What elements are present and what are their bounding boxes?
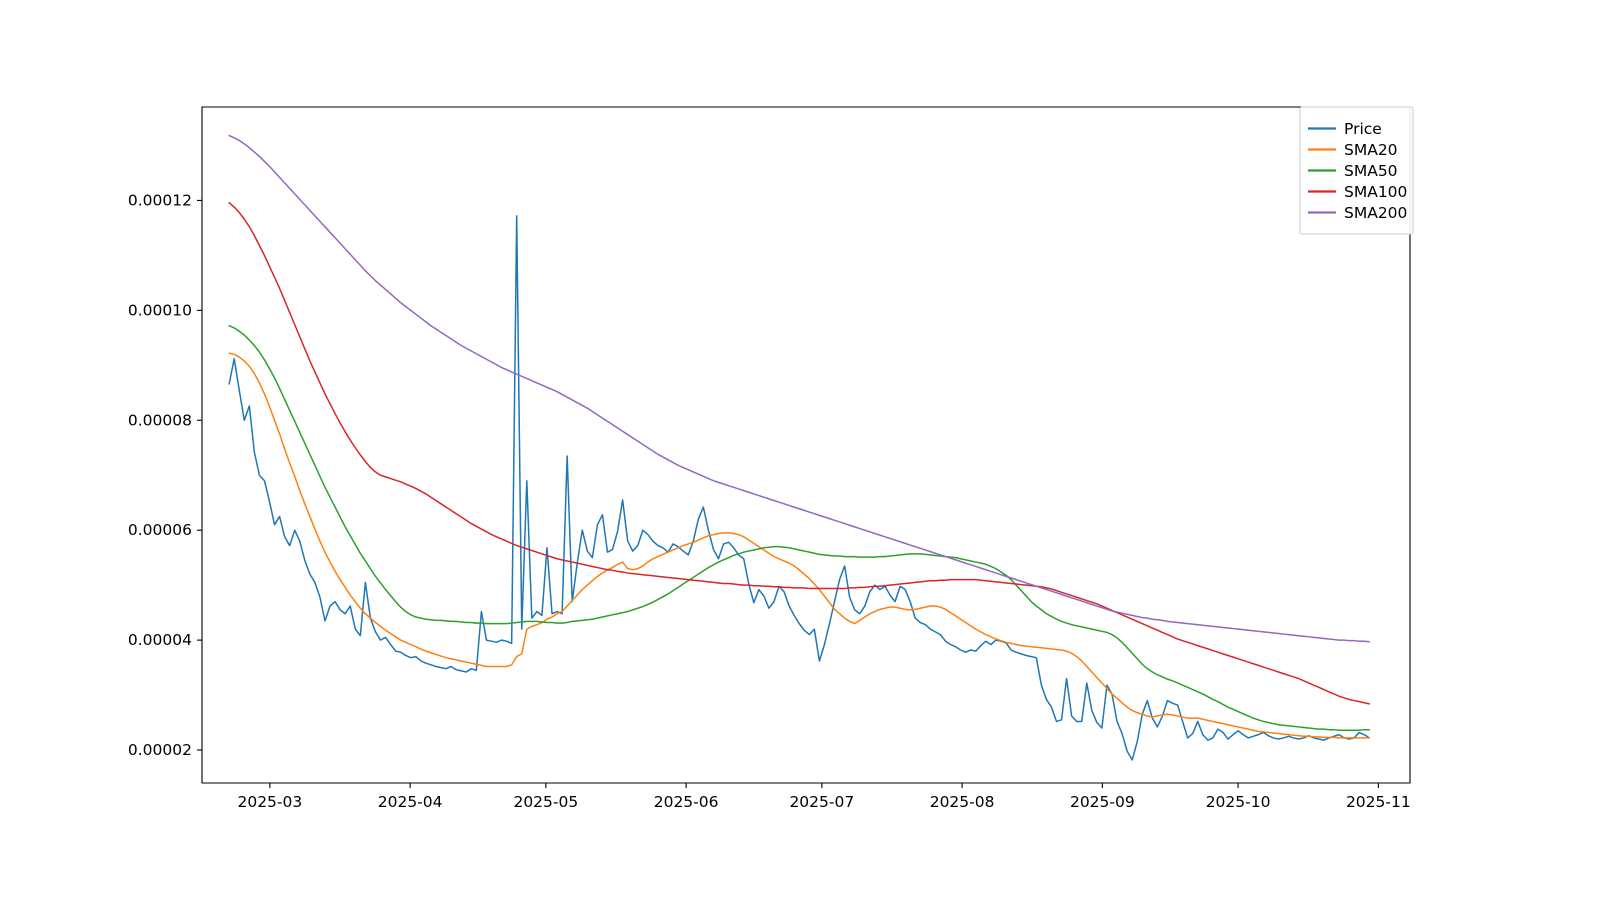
x-tick-label: 2025-10 (1206, 793, 1271, 811)
series-lines (228, 134, 1371, 761)
x-tick-label: 2025-05 (513, 793, 578, 811)
y-tick-label: 0.00002 (128, 741, 192, 759)
y-tick-label: 0.00010 (128, 301, 192, 319)
series-line-sma100 (228, 201, 1371, 705)
x-tick-label: 2025-08 (930, 793, 995, 811)
series-line-price (228, 215, 1371, 761)
legend-label-price: Price (1344, 120, 1382, 138)
y-tick-label: 0.00006 (128, 521, 192, 539)
y-tick-label: 0.00008 (128, 411, 192, 429)
legend-label-sma100: SMA100 (1344, 183, 1407, 201)
x-tick-label: 2025-06 (654, 793, 719, 811)
x-tick-label: 2025-09 (1070, 793, 1135, 811)
x-tick-label: 2025-04 (378, 793, 443, 811)
series-line-sma20 (228, 352, 1371, 739)
y-tick-label: 0.00004 (128, 631, 192, 649)
y-tick-label: 0.00012 (128, 191, 192, 209)
x-tick-label: 2025-11 (1346, 793, 1411, 811)
x-tick-label: 2025-03 (237, 793, 302, 811)
legend-label-sma50: SMA50 (1344, 162, 1398, 180)
legend-label-sma200: SMA200 (1344, 204, 1407, 222)
chart-legend[interactable]: Price SMA20 SMA50 SMA100 SMA200 (1299, 106, 1414, 235)
axes: 0.00002 0.00004 0.00006 0.00008 0.00010 0.000… (128, 106, 1411, 811)
series-line-sma50 (228, 324, 1371, 731)
x-tick-label: 2025-07 (789, 793, 854, 811)
legend-label-sma20: SMA20 (1344, 141, 1398, 159)
series-line-sma200 (228, 134, 1371, 643)
